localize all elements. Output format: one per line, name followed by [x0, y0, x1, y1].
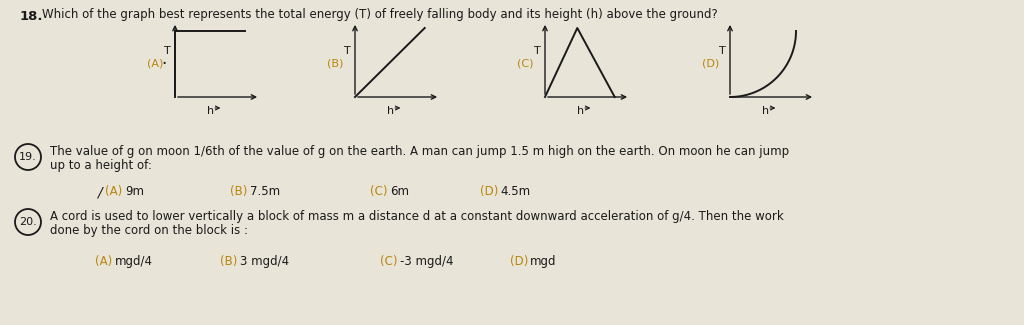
- Text: (C): (C): [517, 58, 534, 68]
- Text: (B): (B): [230, 185, 248, 198]
- Text: 4.5m: 4.5m: [500, 185, 530, 198]
- Text: 18.: 18.: [20, 10, 43, 23]
- Text: (D): (D): [510, 255, 528, 268]
- Text: mgd/4: mgd/4: [115, 255, 153, 268]
- Text: 19.: 19.: [19, 152, 37, 162]
- Text: done by the cord on the block is :: done by the cord on the block is :: [50, 224, 248, 237]
- Text: 9m: 9m: [125, 185, 144, 198]
- Text: up to a height of:: up to a height of:: [50, 159, 152, 172]
- Text: (D): (D): [702, 58, 719, 68]
- Text: h: h: [207, 106, 214, 116]
- Text: (D): (D): [480, 185, 499, 198]
- Text: (A): (A): [105, 185, 122, 198]
- Text: The value of g on moon 1/6th of the value of g on the earth. A man can jump 1.5 : The value of g on moon 1/6th of the valu…: [50, 145, 790, 158]
- Text: T: T: [344, 46, 351, 56]
- Text: -3 mgd/4: -3 mgd/4: [400, 255, 454, 268]
- Text: 20.: 20.: [19, 217, 37, 227]
- Text: mgd: mgd: [530, 255, 556, 268]
- Text: Which of the graph best represents the total energy (T) of freely falling body a: Which of the graph best represents the t…: [42, 8, 718, 21]
- Text: 3 mgd/4: 3 mgd/4: [240, 255, 289, 268]
- Text: T: T: [535, 46, 541, 56]
- Text: (C): (C): [380, 255, 397, 268]
- Text: T: T: [719, 46, 726, 56]
- Text: h: h: [578, 106, 585, 116]
- Text: /: /: [97, 186, 102, 200]
- Text: (B): (B): [327, 58, 343, 68]
- Text: A cord is used to lower vertically a block of mass m a distance d at a constant : A cord is used to lower vertically a blo…: [50, 210, 783, 223]
- Text: (A): (A): [147, 58, 164, 68]
- Text: (A): (A): [95, 255, 113, 268]
- Text: ·: ·: [161, 55, 166, 73]
- Text: h: h: [387, 106, 394, 116]
- Text: h: h: [762, 106, 769, 116]
- Text: T: T: [164, 46, 171, 56]
- Text: 7.5m: 7.5m: [250, 185, 281, 198]
- Text: 6m: 6m: [390, 185, 409, 198]
- Text: (B): (B): [220, 255, 238, 268]
- Text: (C): (C): [370, 185, 387, 198]
